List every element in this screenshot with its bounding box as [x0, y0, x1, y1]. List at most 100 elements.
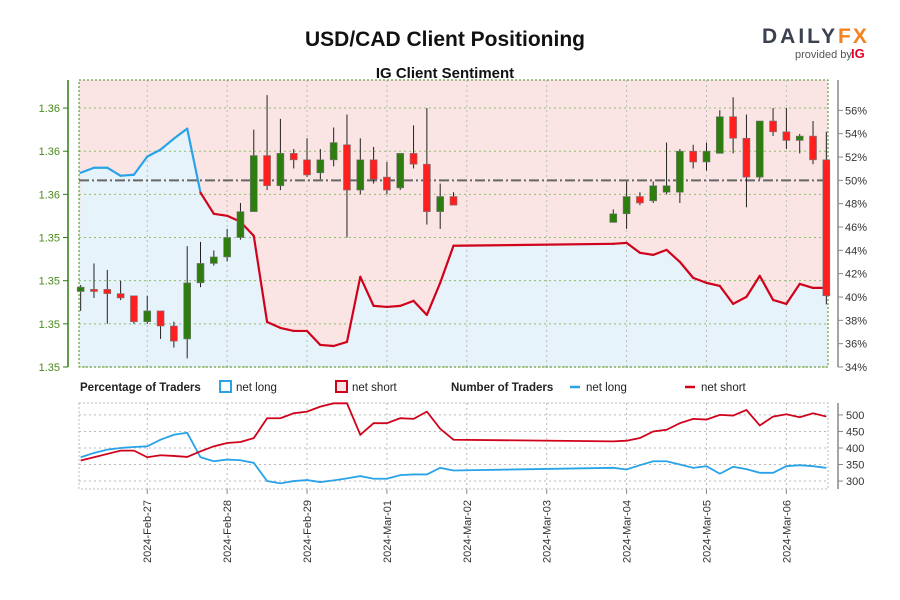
legend-pct-short: net short	[352, 382, 398, 394]
candle-bullish	[716, 116, 724, 154]
count-tick-label: 400	[846, 443, 864, 455]
candle-bearish	[116, 293, 125, 299]
sentiment-line-segment	[186, 127, 202, 194]
candle-bullish	[183, 282, 191, 340]
candle-bullish	[676, 150, 684, 193]
sentiment-line-segment	[665, 248, 681, 263]
date-tick-label: 2024-Feb-27	[142, 500, 154, 563]
pct-tick-label: 44%	[845, 245, 867, 257]
candle-bearish	[130, 295, 138, 322]
date-tick-label: 2024-Feb-28	[222, 500, 234, 563]
candle-bearish	[409, 153, 418, 165]
sentiment-line-segment	[385, 304, 402, 309]
candle-bullish	[249, 155, 258, 212]
count-tick-label: 350	[846, 460, 864, 472]
sentiment-line-segment	[612, 241, 628, 245]
sentiment-line-segment	[146, 148, 162, 158]
date-tick-label: 2024-Mar-01	[382, 500, 394, 563]
sentiment-line-segment	[212, 212, 229, 217]
pct-tick-label: 46%	[845, 222, 867, 234]
date-tick-label: 2024-Feb-29	[302, 500, 314, 563]
candle-bullish	[356, 159, 365, 191]
sentiment-line-segment	[652, 248, 668, 256]
date-tick-label: 2024-Mar-03	[542, 500, 554, 563]
pct-tick-label: 40%	[845, 292, 867, 304]
sentiment-line-segment	[745, 274, 761, 298]
candle-bearish	[343, 144, 351, 191]
pct-tick-label: 34%	[845, 362, 867, 374]
pct-tick-label: 36%	[845, 339, 867, 351]
candle-bullish	[276, 153, 285, 187]
candle-bearish	[809, 135, 817, 161]
candle-bullish	[329, 142, 338, 161]
sentiment-line-segment	[305, 329, 322, 347]
logo-fx: FX	[838, 25, 869, 48]
candle-bearish	[90, 289, 98, 292]
candle-bullish	[76, 286, 85, 292]
legend-num-short: net short	[701, 382, 747, 394]
sentiment-line-segment	[199, 191, 215, 215]
candle-bearish	[729, 116, 737, 139]
count-tick-label: 450	[846, 426, 864, 438]
sentiment-line-segment	[638, 251, 655, 256]
sentiment-line-segment	[132, 155, 149, 176]
candle-bearish	[822, 159, 831, 297]
logo-daily: DAILY	[762, 25, 838, 48]
candle-bearish	[742, 137, 751, 178]
candle-bullish	[223, 237, 231, 258]
candle-bearish	[636, 196, 644, 204]
sentiment-line-segment	[439, 244, 455, 284]
candle-bearish	[449, 196, 458, 206]
logo-ig: IG	[851, 46, 865, 61]
legend-net-short-swatch	[335, 380, 348, 393]
count-plot-border	[78, 402, 829, 490]
candle-bearish	[769, 120, 777, 133]
candle-bullish	[143, 310, 152, 322]
legend-num-long: net long	[586, 382, 627, 394]
sentiment-line-segment	[425, 281, 442, 317]
pct-tick-label: 42%	[845, 269, 867, 281]
date-tick-label: 2024-Mar-05	[701, 500, 713, 563]
candle-bearish	[103, 289, 112, 294]
sentiment-line-segment	[172, 127, 189, 140]
price-tick-label: 1.36	[39, 146, 60, 158]
sentiment-line-segment	[359, 275, 375, 307]
candle-bullish	[795, 135, 804, 141]
chart-subtitle: IG Client Sentiment	[376, 65, 514, 82]
candle-bullish	[649, 185, 658, 202]
candle-bearish	[170, 325, 178, 342]
price-tick-label: 1.36	[39, 103, 60, 115]
date-tick-label: 2024-Mar-06	[781, 500, 793, 563]
count-tick-label: 300	[846, 476, 864, 488]
candle-bullish	[316, 159, 325, 174]
sentiment-line-segment	[106, 166, 122, 177]
candle-bearish	[423, 163, 431, 212]
candle-bullish	[622, 196, 631, 215]
date-tick-label: 2024-Mar-02	[462, 500, 474, 563]
candle-bullish	[755, 120, 764, 178]
sentiment-line-segment	[79, 166, 96, 174]
candle-bearish	[263, 155, 271, 187]
pct-tick-label: 54%	[845, 129, 867, 141]
sentiment-line-segment	[718, 284, 735, 305]
sentiment-line-segment	[119, 173, 136, 177]
date-tick-label: 2024-Mar-04	[622, 500, 634, 563]
price-tick-label: 1.35	[39, 276, 60, 288]
legend: Percentage of Traders net long net short…	[80, 380, 747, 394]
candle-bullish	[436, 196, 444, 212]
legend-pct-long: net long	[236, 382, 277, 394]
candle-bearish	[303, 159, 311, 176]
logo-provided-by: provided by	[795, 49, 852, 61]
sentiment-line-segment	[345, 275, 362, 344]
candle-bearish	[289, 153, 298, 161]
sentiment-line-segment	[265, 320, 282, 330]
chart-title: USD/CAD Client Positioning	[305, 28, 585, 51]
count-tick-label: 500	[846, 410, 864, 422]
candle-bullish	[702, 150, 711, 163]
legend-pct-title: Percentage of Traders	[80, 382, 201, 394]
sentiment-line-segment	[332, 340, 349, 348]
sentiment-line-segment	[319, 343, 335, 348]
candle-bearish	[782, 131, 791, 141]
candle-bearish	[156, 310, 165, 327]
